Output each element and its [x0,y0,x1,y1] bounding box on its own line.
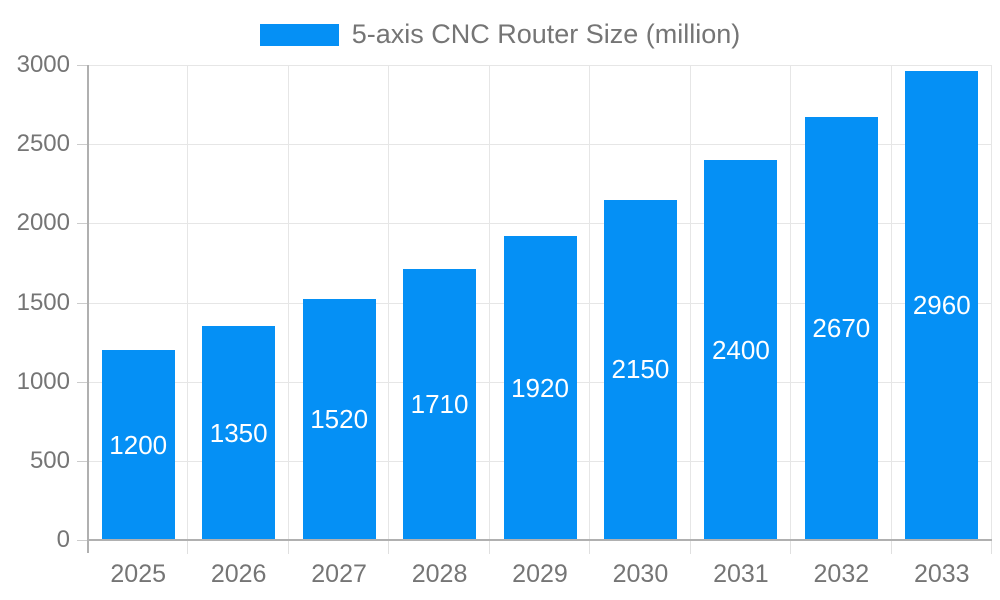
bar[interactable]: 2150 [603,199,677,540]
bar-value-label: 2960 [912,290,971,321]
y-axis-line [87,65,89,553]
bar[interactable]: 1350 [202,326,276,540]
y-axis-tick-label: 1000 [16,367,70,395]
x-axis-tick-label: 2033 [913,560,970,588]
y-axis-tick-mark [77,381,88,383]
bar[interactable]: 1920 [503,236,577,540]
x-axis-tick-mark [689,540,691,554]
bar-value-label: 2150 [611,354,670,385]
gridline-vertical [589,65,591,540]
bar-value-label: 2400 [711,334,770,365]
x-axis-tick-mark [488,540,490,554]
x-axis-tick-label: 2026 [210,560,267,588]
legend: 5-axis CNC Router Size (million) [0,19,1000,50]
gridline-vertical [991,65,992,540]
x-axis-tick-label: 2031 [713,560,769,588]
y-axis-tick-mark [77,302,88,304]
gridline-vertical [287,65,289,540]
x-axis-tick-label: 2030 [612,560,669,588]
gridline-vertical [890,65,892,540]
x-axis-tick-label: 2027 [311,560,367,588]
bar[interactable]: 1200 [101,350,175,540]
bar[interactable]: 1710 [403,269,477,540]
legend-swatch [259,23,339,46]
x-axis-tick-label: 2025 [110,560,167,588]
y-axis-tick-label: 0 [56,526,70,553]
legend-label: 5-axis CNC Router Size (million) [351,19,741,49]
y-axis-tick-mark [77,144,88,146]
bar[interactable]: 2960 [905,71,979,540]
bar-value-label: 1520 [310,404,369,435]
x-axis-tick-mark [991,540,992,554]
gridline-vertical [689,65,691,540]
gridline-vertical [187,65,189,540]
gridline-horizontal [88,65,992,66]
y-axis-tick-mark [77,540,88,541]
bar[interactable]: 1520 [302,299,376,540]
gridline-horizontal [88,223,992,225]
bar-value-label: 1920 [511,372,569,403]
bar[interactable]: 2400 [704,160,778,540]
y-axis-tick-label: 3000 [16,51,70,78]
x-axis-tick-mark [388,540,390,554]
plot-area: 1200 1350 1520 1710 1920 2150 2400 2670 2960 [88,65,992,540]
gridline-horizontal [88,144,992,146]
x-axis-tick-label: 2029 [512,560,568,588]
bar-value-label: 2670 [812,313,871,344]
x-axis-tick-label: 2028 [411,560,468,588]
gridline-vertical [488,65,490,540]
bar-value-label: 1200 [109,429,168,460]
y-axis-tick-label: 500 [29,446,70,474]
x-axis-tick-mark [790,540,792,554]
x-axis-tick-mark [890,540,892,554]
gridline-vertical [790,65,792,540]
x-axis-tick-mark [287,540,289,554]
bar[interactable]: 2670 [804,117,878,540]
x-axis-tick-mark [589,540,591,554]
y-axis-tick-mark [77,223,88,225]
y-axis-tick-mark [77,460,88,462]
y-axis-tick-label: 1500 [16,288,70,316]
y-axis-tick-label: 2500 [16,130,70,158]
x-axis-line [88,539,992,541]
x-axis-tick-label: 2032 [813,560,870,588]
x-axis-tick-mark [187,540,189,554]
bar-value-label: 1350 [209,417,268,448]
bar-value-label: 1710 [410,389,469,420]
y-axis-tick-label: 2000 [16,209,70,237]
y-axis-tick-mark [77,65,88,66]
gridline-vertical [388,65,390,540]
